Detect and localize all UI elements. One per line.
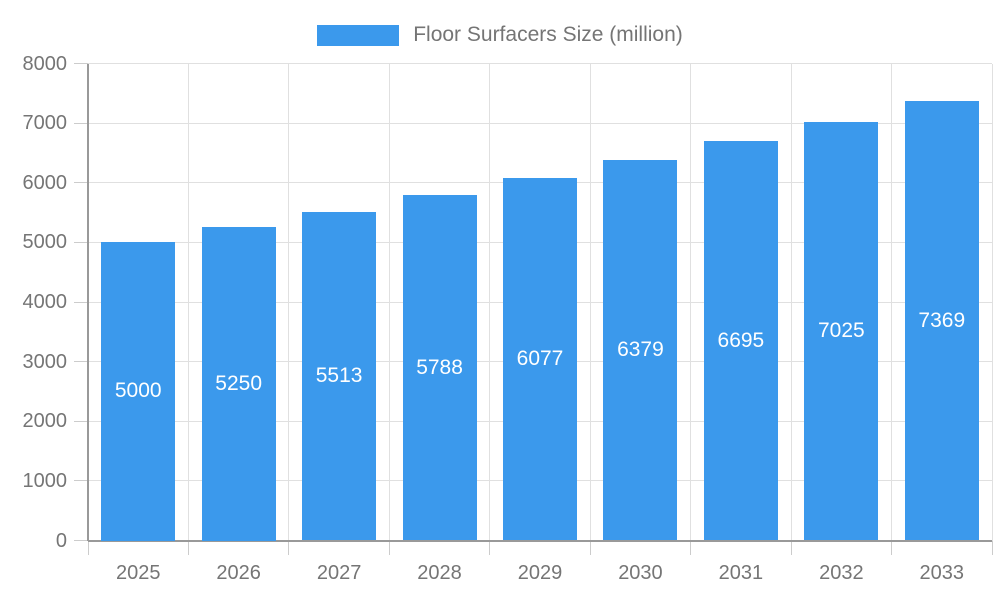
y-tick-label: 6000	[22, 171, 68, 194]
bar-value-label: 6695	[717, 328, 765, 352]
bar-value-label: 5000	[114, 379, 162, 403]
y-axis-tick	[74, 182, 88, 184]
x-gridline	[790, 63, 792, 541]
y-tick-label: 1000	[22, 469, 68, 492]
x-axis-tick	[388, 540, 390, 555]
x-axis-tick	[187, 540, 189, 555]
y-tick-label: 3000	[22, 350, 68, 373]
x-tick-label: 2028	[417, 561, 462, 584]
x-gridline	[690, 63, 692, 541]
y-axis-tick	[74, 361, 88, 363]
bar[interactable]	[603, 160, 678, 541]
bar[interactable]	[503, 178, 577, 541]
legend-swatch-icon	[317, 24, 400, 46]
x-axis-line	[88, 539, 992, 542]
legend-item[interactable]: Floor Surfacers Size (million)	[317, 23, 683, 47]
x-tick-label: 2030	[618, 561, 663, 584]
y-axis-line	[87, 63, 89, 541]
x-axis-tick	[87, 540, 89, 555]
x-axis-tick	[489, 540, 491, 555]
bar[interactable]	[804, 121, 879, 541]
x-tick-label: 2027	[316, 561, 362, 584]
x-axis-tick	[991, 540, 993, 555]
x-gridline	[187, 63, 189, 541]
x-tick-label: 2032	[819, 561, 864, 584]
bar-value-label: 5513	[315, 364, 363, 388]
x-axis-tick	[589, 540, 591, 555]
bar-value-label: 5788	[416, 355, 463, 379]
y-tick-label: 4000	[22, 291, 68, 313]
bar-value-label: 6379	[617, 338, 664, 362]
y-axis-tick	[74, 480, 88, 482]
y-axis-tick	[74, 241, 88, 243]
chart-legend: Floor Surfacers Size (million)	[0, 18, 1000, 52]
x-axis-tick	[288, 540, 290, 555]
y-tick-label: 5000	[22, 231, 68, 254]
y-gridline	[88, 122, 992, 124]
y-tick-label: 7000	[22, 112, 68, 135]
y-tick-label: 0	[55, 529, 67, 552]
x-tick-label: 2025	[115, 561, 161, 584]
x-gridline	[991, 63, 993, 541]
legend-label: Floor Surfacers Size (million)	[413, 23, 683, 46]
x-tick-label: 2031	[718, 561, 764, 584]
y-tick-label: 8000	[22, 52, 68, 75]
bar[interactable]	[201, 227, 276, 541]
y-axis-tick	[74, 540, 88, 541]
y-gridline	[88, 63, 992, 64]
x-gridline	[891, 63, 893, 541]
y-axis-tick	[74, 122, 88, 124]
bar[interactable]	[302, 211, 377, 541]
x-tick-label: 2026	[216, 561, 261, 584]
x-gridline	[388, 63, 390, 541]
x-axis-tick	[690, 540, 692, 555]
x-gridline	[589, 63, 591, 541]
y-axis-tick	[74, 420, 88, 422]
bar-value-label: 6077	[516, 347, 564, 371]
bar-value-label: 7025	[817, 319, 865, 343]
bar[interactable]	[703, 141, 778, 541]
bar[interactable]	[101, 242, 176, 541]
bar[interactable]	[402, 195, 477, 541]
x-axis-tick	[891, 540, 893, 555]
y-tick-label: 2000	[22, 410, 68, 433]
x-tick-label: 2029	[517, 561, 563, 584]
x-tick-label: 2033	[919, 561, 965, 584]
x-gridline	[489, 63, 491, 541]
bar[interactable]	[904, 101, 979, 541]
x-gridline	[288, 63, 290, 541]
bar-value-label: 5250	[215, 371, 263, 395]
y-axis-tick	[74, 63, 88, 64]
bar-value-label: 7369	[918, 308, 966, 332]
y-axis-tick	[74, 301, 88, 303]
x-axis-tick	[790, 540, 792, 555]
